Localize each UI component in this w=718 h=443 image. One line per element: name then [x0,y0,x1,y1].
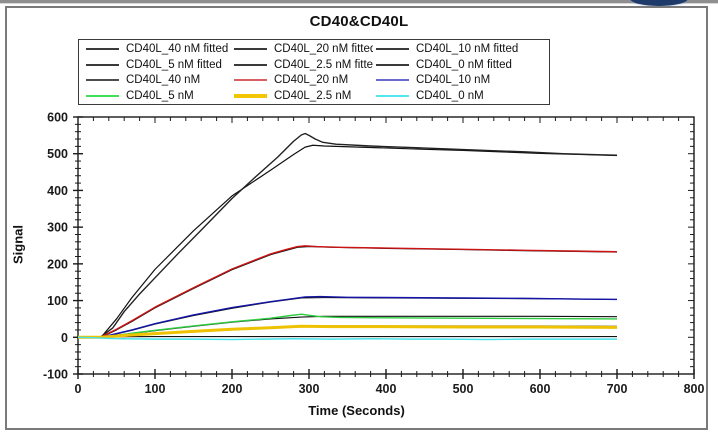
legend-label: CD40L_5 nM [126,90,194,103]
legend-label: CD40L_0 nM [416,90,484,103]
tick-label: 300 [47,221,68,235]
legend-item: CD40L_10 nM fitted [373,43,549,55]
tick-label: 700 [607,382,628,396]
legend-line-swatch [376,47,409,50]
legend-line-swatch [234,47,267,50]
legend-item: CD40L_5 nM fitted [83,59,231,71]
legend-label: CD40L_5 nM fitted [126,58,222,71]
tick-label: 800 [684,382,705,396]
tick-label: 600 [530,382,551,396]
legend-line-swatch [86,95,119,98]
legend-line-swatch [376,63,409,66]
tick-label: 100 [145,382,166,396]
tick-label: 400 [376,382,397,396]
legend-label: CD40L_40 nM fitted [126,42,229,55]
legend-label: CD40L_0 nM fitted [416,58,512,71]
legend-item: CD40L_40 nM fitted [83,43,231,55]
tick-label: 0 [75,382,82,396]
legend-line-swatch [234,63,267,66]
series-cd40l-10-nm [78,295,618,338]
tick-label: 200 [47,257,68,271]
tick-label: 500 [453,382,474,396]
legend-line-swatch [234,94,267,99]
tick-label: 300 [299,382,320,396]
chart-title: CD40&CD40L [309,13,409,30]
legend-item: CD40L_40 nM [83,74,231,86]
legend-line-swatch [376,79,409,82]
legend-line-swatch [86,63,119,66]
chart-legend: CD40L_40 nM fitted CD40L_20 nM fitted CD40… [78,39,550,105]
legend-line-swatch [234,79,267,82]
legend-item: CD40L_20 nM [231,74,373,86]
legend-line-swatch [86,79,119,82]
y-axis-label: Signal [10,225,26,265]
tick-label: 500 [47,147,68,161]
series-cd40l-40-nm-fitted [78,144,618,338]
legend-line-swatch [86,47,119,50]
logo-fragment [630,0,688,6]
legend-label: CD40L_20 nM fitted [274,42,373,55]
legend-item: CD40L_10 nM [373,74,549,86]
series-cd40l-2-5-nm [78,324,618,339]
x-axis-label: Time (Seconds) [308,403,405,418]
series-cd40l-20-nm [77,245,618,338]
legend-label: CD40L_10 nM [416,74,491,87]
tick-label: 400 [47,184,68,198]
tick-label: 0 [61,331,68,345]
tick-label: 200 [222,382,243,396]
legend-item: CD40L_20 nM fitted [231,43,373,55]
legend-label: CD40L_40 nM [126,74,201,87]
legend-label: CD40L_2.5 nM [274,90,352,103]
window-top-divider [0,0,718,4]
series-cd40l-40-nm [77,132,618,338]
legend-label: CD40L_10 nM fitted [416,42,519,55]
legend-line-swatch [376,95,409,98]
tick-label: 100 [47,294,68,308]
legend-label: CD40L_20 nM [274,74,349,87]
legend-label: CD40L_2.5 nM fitted [274,58,373,71]
series-cd40l-0-nm [77,336,617,341]
legend-item: CD40L_2.5 nM [231,90,373,102]
legend-item: CD40L_0 nM fitted [373,59,549,71]
legend-item: CD40L_0 nM [373,90,549,102]
legend-item: CD40L_5 nM [83,90,231,102]
legend-item: CD40L_2.5 nM fitted [231,59,373,71]
tick-label: -100 [43,368,68,382]
tick-label: 600 [47,111,68,125]
